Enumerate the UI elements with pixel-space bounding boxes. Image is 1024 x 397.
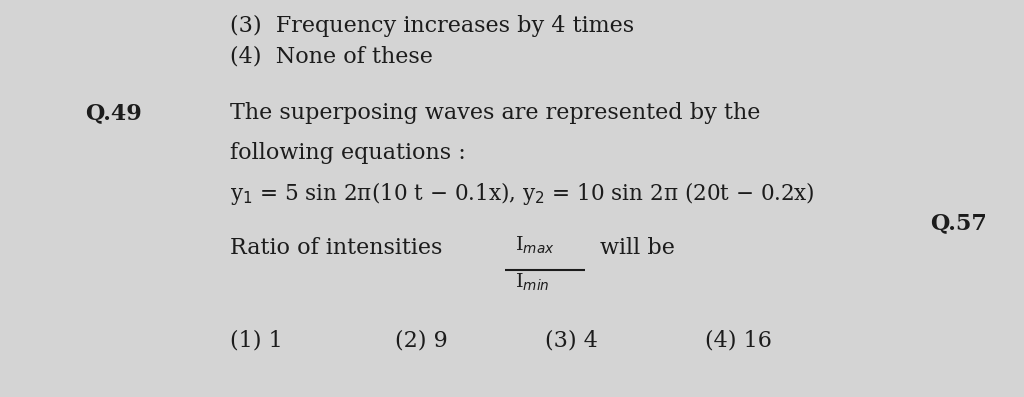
Text: Q.49: Q.49 [85, 102, 141, 124]
Text: will be: will be [600, 237, 675, 259]
Text: (2) 9: (2) 9 [395, 329, 447, 351]
Text: y$_1$ = 5 sin 2π(10 t − 0.1x), y$_2$ = 10 sin 2π (20t − 0.2x): y$_1$ = 5 sin 2π(10 t − 0.1x), y$_2$ = 1… [230, 180, 814, 207]
Text: (3) 4: (3) 4 [545, 329, 598, 351]
Text: (3)  Frequency increases by 4 times: (3) Frequency increases by 4 times [230, 15, 634, 37]
Text: The superposing waves are represented by the: The superposing waves are represented by… [230, 102, 761, 124]
Text: (1) 1: (1) 1 [230, 329, 283, 351]
Text: I$_{max}$: I$_{max}$ [515, 235, 555, 256]
Text: I$_{min}$: I$_{min}$ [515, 272, 550, 293]
Text: following equations :: following equations : [230, 142, 466, 164]
Text: Ratio of intensities: Ratio of intensities [230, 237, 442, 259]
Text: (4) 16: (4) 16 [705, 329, 772, 351]
Text: Q.57: Q.57 [930, 212, 987, 234]
Text: (4)  None of these: (4) None of these [230, 45, 433, 67]
